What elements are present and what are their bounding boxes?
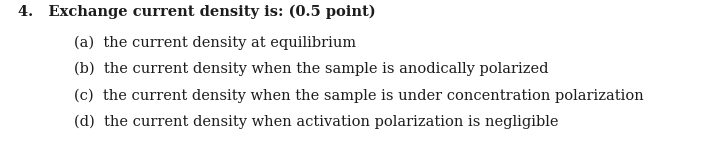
Text: (a)  the current density at equilibrium: (a) the current density at equilibrium [74,35,356,50]
Text: (c)  the current density when the sample is under concentration polarization: (c) the current density when the sample … [74,88,643,103]
Text: 4.   Exchange current density is: (0.5 point): 4. Exchange current density is: (0.5 poi… [18,4,375,19]
Text: (d)  the current density when activation polarization is negligible: (d) the current density when activation … [74,115,558,129]
Text: (b)  the current density when the sample is anodically polarized: (b) the current density when the sample … [74,61,548,76]
